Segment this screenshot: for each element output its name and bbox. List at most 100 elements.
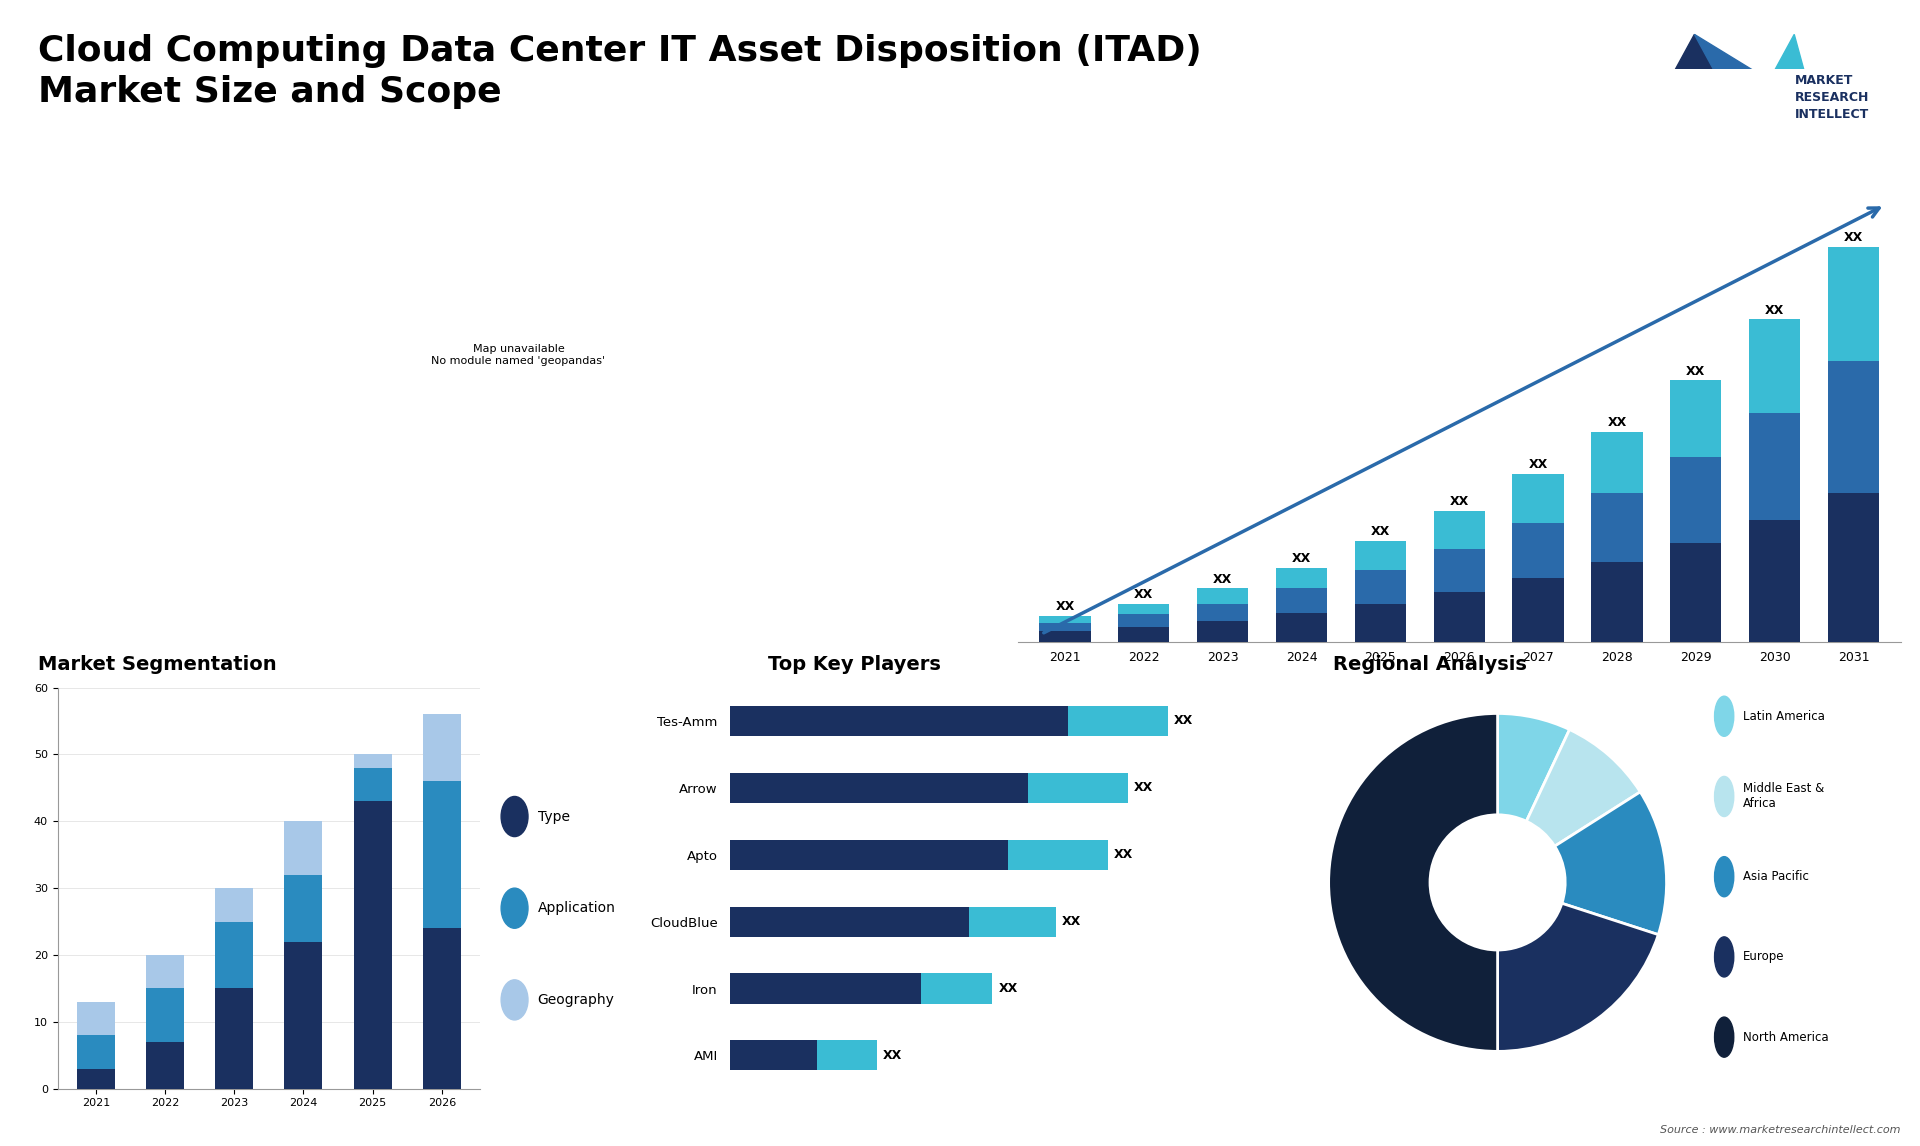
Text: XX: XX — [1213, 573, 1233, 586]
Text: XX: XX — [1528, 458, 1548, 471]
Text: XX: XX — [998, 982, 1018, 995]
Bar — [922, 973, 993, 1004]
Wedge shape — [1498, 714, 1569, 822]
Bar — [1196, 621, 1248, 642]
Bar — [1277, 567, 1327, 588]
Bar — [1039, 631, 1091, 642]
Bar — [284, 822, 323, 874]
Bar — [353, 754, 392, 768]
Bar — [146, 955, 184, 988]
Text: Application: Application — [538, 901, 616, 916]
Bar — [146, 1042, 184, 1089]
Bar — [215, 888, 253, 921]
Bar — [1592, 493, 1642, 562]
Bar — [1068, 706, 1167, 736]
Text: XX: XX — [1135, 782, 1154, 794]
Bar — [1749, 320, 1801, 413]
Bar — [1356, 541, 1405, 571]
Bar — [730, 973, 922, 1004]
Text: XX: XX — [1607, 416, 1626, 429]
Text: XX: XX — [1686, 364, 1705, 378]
Circle shape — [1715, 697, 1734, 737]
Bar — [1277, 588, 1327, 613]
Text: Map unavailable
No module named 'geopandas': Map unavailable No module named 'geopand… — [432, 345, 605, 366]
Polygon shape — [1743, 34, 1818, 126]
Bar — [1356, 571, 1405, 604]
Circle shape — [501, 796, 528, 837]
Wedge shape — [1498, 903, 1659, 1051]
Polygon shape — [1695, 34, 1770, 126]
Bar — [730, 706, 1068, 736]
Text: Middle East &
Africa: Middle East & Africa — [1743, 783, 1824, 810]
Circle shape — [1715, 1018, 1734, 1057]
Bar — [1670, 543, 1722, 642]
Bar — [353, 801, 392, 1089]
Text: XX: XX — [883, 1049, 902, 1062]
Bar — [146, 988, 184, 1042]
Text: XX: XX — [1371, 526, 1390, 539]
Wedge shape — [1555, 792, 1667, 935]
Text: Asia Pacific: Asia Pacific — [1743, 870, 1809, 884]
Text: XX: XX — [1173, 714, 1192, 728]
Bar — [818, 1041, 877, 1070]
Bar — [1434, 591, 1484, 642]
Bar — [422, 928, 461, 1089]
Text: Regional Analysis: Regional Analysis — [1334, 656, 1526, 674]
Bar — [1513, 474, 1563, 523]
Bar — [1670, 380, 1722, 456]
Bar — [730, 840, 1008, 870]
Bar — [1828, 361, 1880, 493]
Bar — [215, 921, 253, 988]
Text: Cloud Computing Data Center IT Asset Disposition (ITAD)
Market Size and Scope: Cloud Computing Data Center IT Asset Dis… — [38, 34, 1202, 109]
Wedge shape — [1526, 730, 1640, 846]
Text: Market Segmentation: Market Segmentation — [38, 656, 276, 674]
Bar — [77, 1002, 115, 1035]
Circle shape — [501, 888, 528, 928]
Bar — [1117, 604, 1169, 614]
Wedge shape — [1329, 714, 1498, 1051]
Bar — [968, 906, 1056, 936]
Text: XX: XX — [1764, 304, 1784, 316]
Bar — [1196, 588, 1248, 604]
Bar — [1117, 614, 1169, 627]
Bar — [215, 988, 253, 1089]
Bar — [1513, 578, 1563, 642]
Bar — [1434, 549, 1484, 591]
Bar — [1277, 613, 1327, 642]
Text: XX: XX — [1056, 601, 1075, 613]
Text: XX: XX — [1114, 848, 1133, 861]
Bar — [353, 768, 392, 801]
Circle shape — [1715, 777, 1734, 816]
Polygon shape — [1644, 34, 1743, 126]
Bar — [1828, 493, 1880, 642]
Bar — [1828, 246, 1880, 361]
Bar — [730, 772, 1029, 803]
Text: MARKET
RESEARCH
INTELLECT: MARKET RESEARCH INTELLECT — [1795, 74, 1870, 121]
Bar — [1749, 413, 1801, 520]
Circle shape — [1715, 937, 1734, 976]
Bar — [730, 906, 968, 936]
Bar — [1513, 523, 1563, 578]
Bar — [730, 1041, 818, 1070]
Bar — [284, 942, 323, 1089]
Circle shape — [1715, 857, 1734, 897]
Circle shape — [501, 980, 528, 1020]
Bar — [1592, 432, 1642, 493]
Text: Source : www.marketresearchintellect.com: Source : www.marketresearchintellect.com — [1661, 1124, 1901, 1135]
Text: XX: XX — [1843, 230, 1862, 244]
Bar — [1029, 772, 1127, 803]
Bar — [422, 714, 461, 782]
Text: XX: XX — [1062, 916, 1081, 928]
Bar — [1356, 604, 1405, 642]
Bar — [1117, 627, 1169, 642]
Bar — [77, 1035, 115, 1068]
Text: XX: XX — [1450, 495, 1469, 508]
Bar — [77, 1068, 115, 1089]
Text: XX: XX — [1292, 552, 1311, 565]
Text: Europe: Europe — [1743, 950, 1786, 964]
Text: Top Key Players: Top Key Players — [768, 656, 941, 674]
Bar — [1592, 562, 1642, 642]
Bar — [1039, 623, 1091, 631]
Bar — [1039, 617, 1091, 623]
Text: Latin America: Latin America — [1743, 709, 1826, 723]
